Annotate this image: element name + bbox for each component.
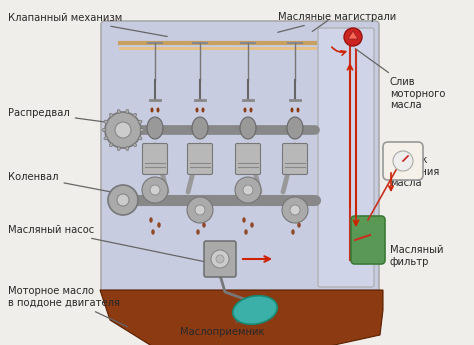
Circle shape	[115, 122, 131, 138]
Circle shape	[195, 205, 205, 215]
Ellipse shape	[117, 147, 120, 150]
Ellipse shape	[297, 108, 300, 112]
Ellipse shape	[126, 147, 129, 150]
Ellipse shape	[133, 143, 137, 147]
Ellipse shape	[138, 137, 142, 140]
Text: Масляный насос: Масляный насос	[8, 225, 203, 262]
Circle shape	[216, 255, 224, 263]
FancyBboxPatch shape	[188, 144, 212, 175]
Circle shape	[117, 194, 129, 206]
Text: Масляные магистрали: Масляные магистрали	[278, 12, 396, 32]
Text: Моторное масло
в поддоне двигателя: Моторное масло в поддоне двигателя	[8, 286, 128, 327]
FancyBboxPatch shape	[204, 241, 236, 277]
Circle shape	[290, 205, 300, 215]
Circle shape	[243, 185, 253, 195]
Ellipse shape	[102, 128, 106, 131]
Ellipse shape	[242, 217, 246, 223]
Ellipse shape	[201, 108, 204, 112]
Text: Масляный
фильтр: Масляный фильтр	[371, 245, 444, 267]
Ellipse shape	[126, 109, 129, 114]
Circle shape	[393, 151, 413, 171]
Circle shape	[142, 177, 168, 203]
Text: Распредвал: Распредвал	[8, 108, 124, 125]
Ellipse shape	[233, 296, 277, 324]
Ellipse shape	[297, 222, 301, 228]
Circle shape	[108, 185, 138, 215]
FancyBboxPatch shape	[283, 144, 308, 175]
Circle shape	[282, 197, 308, 223]
Ellipse shape	[244, 229, 248, 235]
FancyBboxPatch shape	[318, 28, 374, 287]
Ellipse shape	[249, 108, 253, 112]
FancyBboxPatch shape	[236, 144, 261, 175]
Ellipse shape	[291, 229, 295, 235]
Ellipse shape	[109, 113, 113, 117]
Text: Клапанный механизм: Клапанный механизм	[8, 13, 167, 37]
Ellipse shape	[149, 217, 153, 223]
Ellipse shape	[289, 217, 293, 223]
Text: Маслоприемник: Маслоприемник	[180, 312, 264, 337]
Ellipse shape	[156, 108, 159, 112]
Ellipse shape	[151, 229, 155, 235]
Ellipse shape	[140, 128, 144, 131]
Ellipse shape	[192, 117, 208, 139]
Ellipse shape	[240, 117, 256, 139]
Ellipse shape	[104, 137, 108, 140]
Circle shape	[150, 185, 160, 195]
FancyBboxPatch shape	[143, 144, 167, 175]
Ellipse shape	[244, 108, 246, 112]
Ellipse shape	[138, 120, 142, 124]
Circle shape	[105, 112, 141, 148]
Text: Слив
моторного
масла: Слив моторного масла	[355, 49, 446, 110]
Ellipse shape	[291, 108, 293, 112]
Ellipse shape	[133, 113, 137, 117]
Circle shape	[235, 177, 261, 203]
Polygon shape	[348, 31, 358, 39]
Text: Коленвал: Коленвал	[8, 172, 124, 195]
Text: Датчик
давления
масла: Датчик давления масла	[390, 155, 440, 188]
Circle shape	[187, 197, 213, 223]
Ellipse shape	[151, 108, 154, 112]
Ellipse shape	[202, 222, 206, 228]
Ellipse shape	[250, 222, 254, 228]
Ellipse shape	[109, 143, 113, 147]
Ellipse shape	[196, 229, 200, 235]
Circle shape	[344, 28, 362, 46]
Ellipse shape	[104, 120, 108, 124]
Ellipse shape	[157, 222, 161, 228]
FancyBboxPatch shape	[351, 216, 385, 264]
FancyBboxPatch shape	[101, 21, 379, 294]
Ellipse shape	[147, 117, 163, 139]
Ellipse shape	[194, 217, 198, 223]
FancyBboxPatch shape	[383, 142, 423, 180]
Ellipse shape	[195, 108, 199, 112]
Circle shape	[211, 250, 229, 268]
Ellipse shape	[117, 109, 120, 114]
Polygon shape	[100, 290, 383, 345]
Ellipse shape	[287, 117, 303, 139]
